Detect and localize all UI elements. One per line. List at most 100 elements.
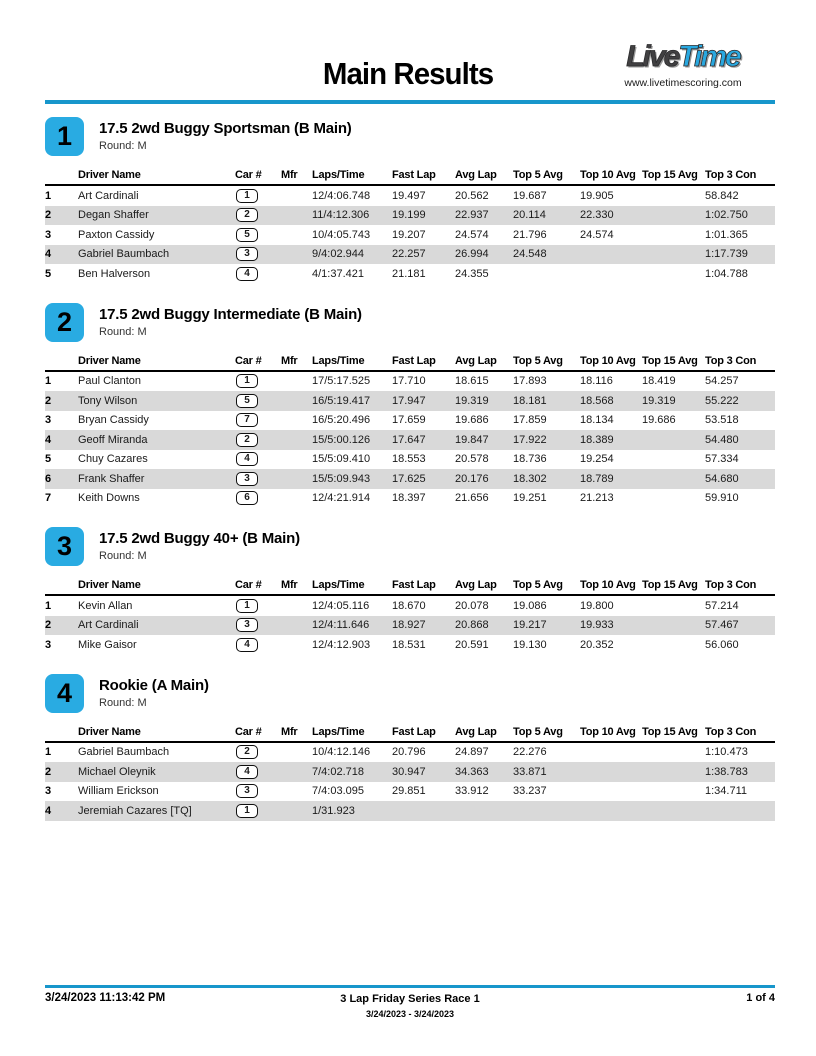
column-header: Mfr <box>281 169 298 181</box>
position-cell: 1 <box>45 189 52 202</box>
column-header: Top 10 Avg <box>580 725 636 738</box>
table-row: 6 Frank Shaffer 3 15/5:09.943 17.625 20.… <box>45 469 775 489</box>
column-header: Avg Lap <box>455 169 497 181</box>
column-header: Fast Lap <box>392 354 436 367</box>
fast-lap-cell: 21.181 <box>392 267 426 280</box>
laps-time-cell: 12/4:05.116 <box>312 599 370 612</box>
column-header: Top 5 Avg <box>513 725 563 738</box>
section-title: 17.5 2wd Buggy Intermediate (B Main) <box>99 305 362 323</box>
top3-con-cell: 1:38.783 <box>705 765 748 778</box>
top3-con-cell: 54.480 <box>705 433 739 446</box>
position-cell: 5 <box>45 267 52 280</box>
driver-name-cell: Geoff Miranda <box>78 433 148 446</box>
top3-con-cell: 53.518 <box>705 414 739 427</box>
column-header: Avg Lap <box>455 725 497 738</box>
car-number-chip: 5 <box>236 227 258 242</box>
laps-time-cell: 16/5:20.496 <box>312 414 371 427</box>
top3-con-cell: 57.214 <box>705 599 739 612</box>
logo-url: www.livetimescoring.com <box>624 77 742 89</box>
laps-time-cell: 9/4:02.944 <box>312 248 364 261</box>
top3-con-cell: 1:01.365 <box>705 228 748 241</box>
laps-time-cell: 12/4:11.646 <box>312 619 370 632</box>
top10-avg-cell: 18.789 <box>580 472 614 485</box>
position-cell: 2 <box>45 765 52 778</box>
position-cell: 1 <box>45 375 52 388</box>
top5-avg-cell: 19.086 <box>513 599 547 612</box>
laps-time-cell: 10/4:12.146 <box>312 746 371 759</box>
table-body: 1 Art Cardinali 1 12/4:06.748 19.497 20.… <box>45 186 775 284</box>
avg-lap-cell: 26.994 <box>455 248 489 261</box>
column-header: Top 10 Avg <box>580 169 636 181</box>
car-number-cell: 2 <box>235 208 281 223</box>
position-cell: 4 <box>45 248 52 261</box>
livetime-logo-wordmark: LiveTime <box>588 40 778 74</box>
driver-name-cell: Tony Wilson <box>78 394 138 407</box>
car-number-chip: 2 <box>236 208 258 223</box>
laps-time-cell: 4/1:37.421 <box>312 267 364 280</box>
avg-lap-cell: 20.176 <box>455 472 489 485</box>
top5-avg-cell: 19.251 <box>513 492 547 505</box>
top10-avg-cell: 19.905 <box>580 189 614 202</box>
car-number-cell: 2 <box>235 432 281 447</box>
fast-lap-cell: 18.397 <box>392 492 426 505</box>
top5-avg-cell: 21.796 <box>513 228 547 241</box>
footer-printed-timestamp: 3/24/2023 11:13:42 PM <box>45 992 166 1004</box>
top15-avg-cell: 18.419 <box>642 375 676 388</box>
top5-avg-cell: 19.130 <box>513 638 547 651</box>
table-row: 4 Jeremiah Cazares [TQ] 1 1/31.923 <box>45 801 775 821</box>
table-row: 5 Ben Halverson 4 4/1:37.421 21.181 24.3… <box>45 264 775 284</box>
section-number-badge: 3 <box>45 527 84 566</box>
position-cell: 2 <box>45 394 52 407</box>
column-header: Car # <box>235 579 262 591</box>
column-header: Top 3 Con <box>705 354 757 367</box>
top10-avg-cell: 19.254 <box>580 453 614 466</box>
driver-name-cell: Michael Oleynik <box>78 765 156 778</box>
driver-name-cell: Art Cardinali <box>78 189 139 202</box>
car-number-cell: 3 <box>235 471 281 486</box>
position-cell: 2 <box>45 209 52 222</box>
top5-avg-cell: 18.302 <box>513 472 547 485</box>
car-number-cell: 1 <box>235 803 281 818</box>
column-header: Fast Lap <box>392 725 436 738</box>
car-number-chip: 6 <box>236 491 258 506</box>
fast-lap-cell: 17.710 <box>392 375 426 388</box>
car-number-chip: 2 <box>236 432 258 447</box>
table-body: 1 Paul Clanton 1 17/5:17.525 17.710 18.6… <box>45 372 775 509</box>
column-header: Top 3 Con <box>705 169 757 181</box>
section-titles: 17.5 2wd Buggy 40+ (B Main) Round: M <box>99 527 300 571</box>
race-section: 4 Rookie (A Main) Round: M Driver Name Ca… <box>45 673 775 821</box>
section-titles: Rookie (A Main) Round: M <box>99 674 209 718</box>
column-header: Laps/Time <box>312 169 365 181</box>
table-row: 1 Art Cardinali 1 12/4:06.748 19.497 20.… <box>45 186 775 206</box>
avg-lap-cell: 20.591 <box>455 638 489 651</box>
logo-time-text: Time <box>678 40 742 74</box>
avg-lap-cell: 20.562 <box>455 189 489 202</box>
fast-lap-cell: 17.647 <box>392 433 426 446</box>
table-body: 1 Kevin Allan 1 12/4:05.116 18.670 20.07… <box>45 596 775 655</box>
column-header: Laps/Time <box>312 579 365 591</box>
top10-avg-cell: 19.933 <box>580 619 614 632</box>
top5-avg-cell: 19.687 <box>513 189 547 202</box>
column-header: Top 3 Con <box>705 725 757 738</box>
section-round: Round: M <box>99 550 147 562</box>
avg-lap-cell: 19.319 <box>455 394 489 407</box>
driver-name-cell: Paxton Cassidy <box>78 228 155 241</box>
car-number-chip: 3 <box>236 618 258 633</box>
race-section: 1 17.5 2wd Buggy Sportsman (B Main) Roun… <box>45 117 775 284</box>
driver-name-cell: Chuy Cazares <box>78 453 148 466</box>
laps-time-cell: 7/4:03.095 <box>312 785 364 798</box>
driver-name-cell: Paul Clanton <box>78 375 141 388</box>
column-header: Top 10 Avg <box>580 579 636 591</box>
top3-con-cell: 59.910 <box>705 492 739 505</box>
driver-name-cell: Jeremiah Cazares [TQ] <box>78 804 192 817</box>
column-header: Mfr <box>281 579 298 591</box>
top10-avg-cell: 21.213 <box>580 492 614 505</box>
top3-con-cell: 57.467 <box>705 619 739 632</box>
table-body: 1 Gabriel Baumbach 2 10/4:12.146 20.796 … <box>45 743 775 821</box>
top5-avg-cell: 17.859 <box>513 414 547 427</box>
top3-con-cell: 1:17.739 <box>705 248 748 261</box>
top10-avg-cell: 18.568 <box>580 394 614 407</box>
top5-avg-cell: 17.893 <box>513 375 547 388</box>
car-number-cell: 3 <box>235 784 281 799</box>
table-header-row: Driver Name Car # Mfr Laps/Time Fast Lap Avg … <box>45 721 775 743</box>
